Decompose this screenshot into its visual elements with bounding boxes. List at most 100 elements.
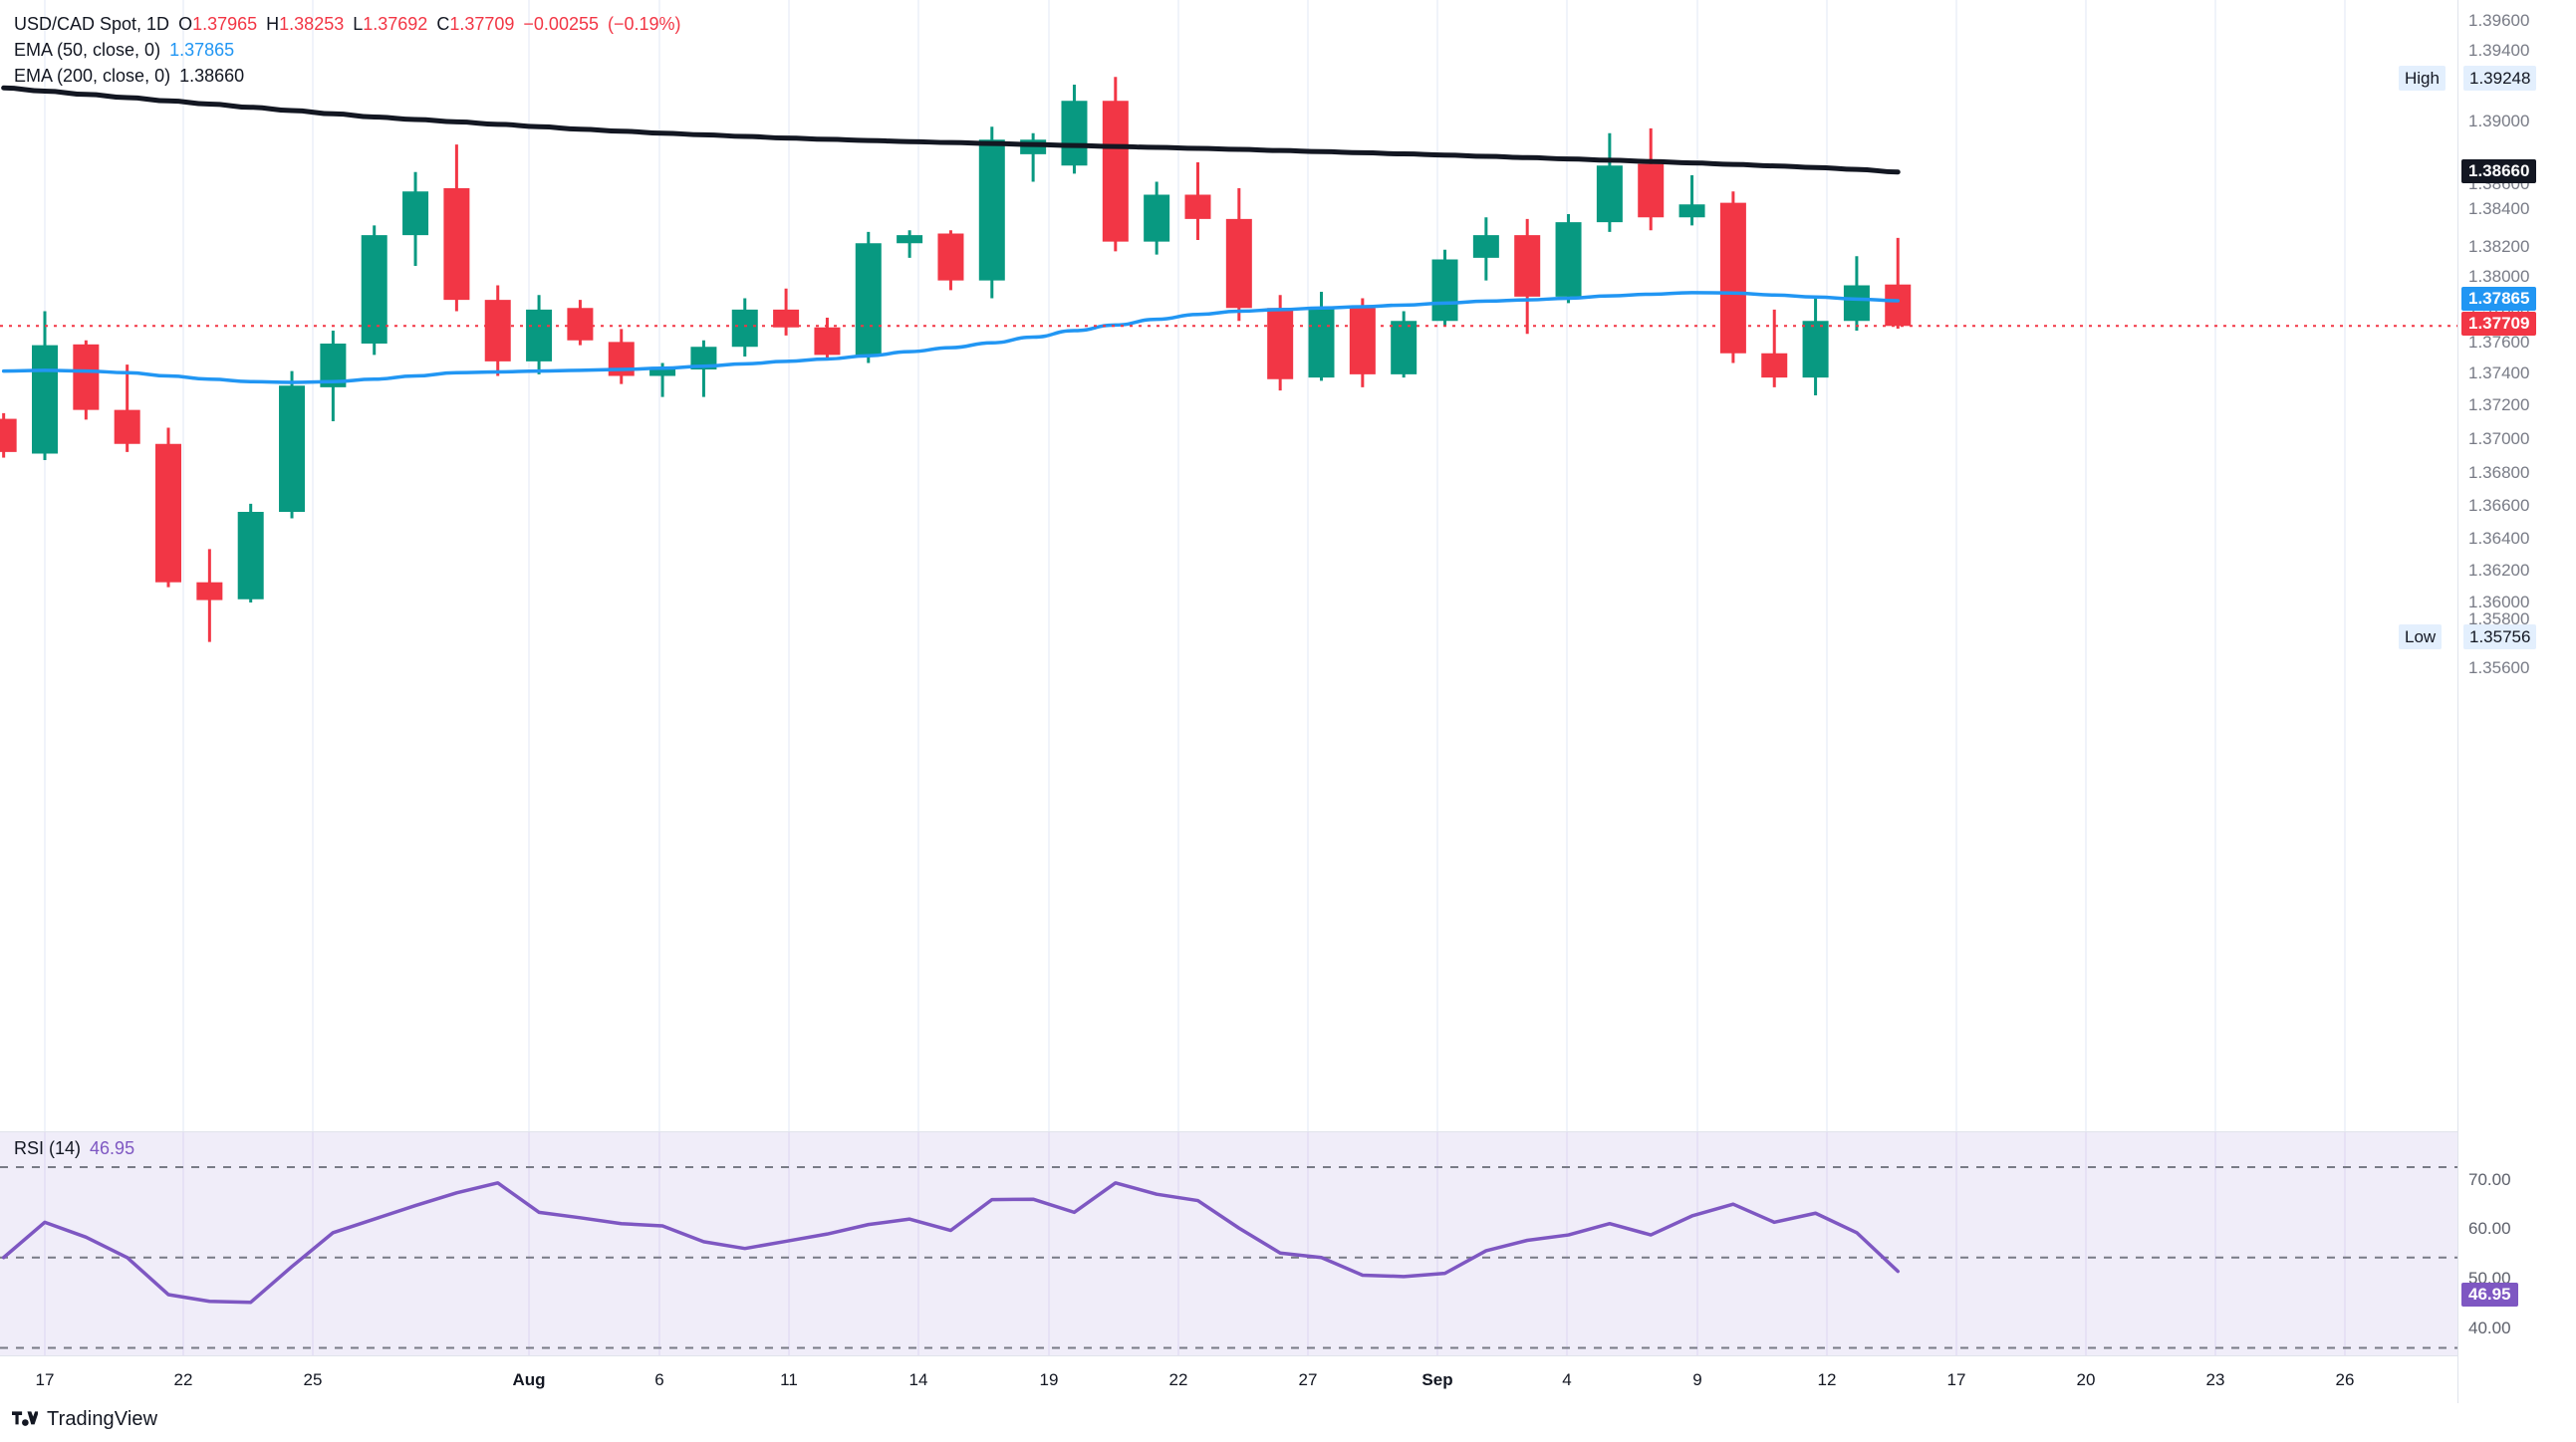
candlestick-series[interactable] [0,77,1912,642]
time-axis-tick: Sep [1421,1370,1453,1389]
candle-body [1638,163,1665,218]
rsi-line[interactable] [1,1181,1900,1305]
price-axis[interactable]: 1.396001.394001.392001.390001.388001.386… [2399,0,2576,1355]
candle-body [649,369,676,376]
price-axis-tick: 1.35600 [2468,658,2530,677]
candle-body [237,512,264,600]
price-chart-pane[interactable] [0,0,2457,1131]
candle-body [690,347,717,369]
time-axis-tick: 17 [1946,1370,1966,1389]
candle-body [937,233,964,281]
candle-body [1885,284,1912,327]
candle-body [1391,321,1417,374]
ema200-price-tag[interactable]: 1.38660 [2461,159,2537,183]
tradingview-branding[interactable]: TradingView [12,1408,157,1431]
candle-body [1719,202,1746,354]
candle-body [1184,194,1211,219]
rsi-axis-tick: 50.00 [2468,1269,2511,1288]
ema200-line[interactable] [1,85,1901,175]
candle-body [855,243,882,356]
candle-body [978,139,1005,281]
candle-body [402,191,429,236]
rsi-legend-title: RSI (14) [14,1138,82,1158]
candle-body [1472,235,1499,258]
time-axis-tick: 25 [303,1370,323,1389]
candle-body [0,418,17,452]
candle-body [1061,101,1088,166]
candle-body [114,409,140,444]
price-axis-tick: 1.36000 [2468,593,2530,611]
candle-body [484,300,511,361]
axis-corner[interactable] [2457,1355,2576,1403]
high-price-badge: 1.39248 [2463,66,2537,91]
time-axis-tick: 14 [908,1370,928,1389]
candle-body [1267,308,1294,379]
price-axis-tick: 1.36200 [2468,561,2530,580]
price-axis-tick: 1.38400 [2468,199,2530,218]
candle-body [897,235,923,244]
tradingview-wordmark: TradingView [47,1408,158,1430]
time-axis-tick: 11 [780,1370,798,1389]
time-axis-tick: 26 [2335,1370,2355,1389]
time-axis-tick: 22 [1168,1370,1188,1389]
candle-body [773,309,800,328]
price-chart-canvas[interactable] [0,0,2457,1131]
rsi-legend-value: 46.95 [90,1138,135,1158]
price-axis-tick: 1.37400 [2468,363,2530,382]
price-axis-tick: 1.39400 [2468,41,2530,60]
high-label: High [2399,66,2446,91]
time-axis-tick: 19 [1039,1370,1059,1389]
ema50-line[interactable] [1,291,1900,384]
rsi-gridlines [44,1132,2346,1355]
candle-body [1514,235,1541,297]
rsi-axis-tick: 40.00 [2468,1319,2511,1337]
candle-body [1843,285,1870,322]
candle-body [1349,308,1376,374]
candle-body [731,309,758,348]
candle-body [443,188,470,301]
candle-body [73,344,100,410]
candle-body [1431,259,1458,322]
ema50-price-tag[interactable]: 1.37865 [2461,287,2537,311]
price-axis-tick: 1.36400 [2468,529,2530,548]
rsi-axis[interactable]: 70.00 60.00 50.00 40.00 46.95 [2457,1132,2576,1355]
price-axis-tick: 1.38000 [2468,267,2530,286]
rsi-axis-tick: 60.00 [2468,1219,2511,1238]
rsi-chart-canvas[interactable] [0,1132,2457,1355]
time-axis-tick: 27 [1298,1370,1318,1389]
candle-body [1225,218,1252,309]
time-axis-tick: 20 [2076,1370,2096,1389]
candle-body [361,235,387,344]
candle-body [1144,194,1170,242]
price-axis-tick: 1.35800 [2468,609,2530,628]
price-gridlines [44,0,2346,1131]
time-axis-tick: 22 [173,1370,193,1389]
price-axis-tick: 1.39600 [2468,11,2530,30]
candle-body [1308,308,1335,378]
candle-body [1761,353,1788,378]
last-price-tag[interactable]: 1.37709 [2461,312,2537,336]
time-axis[interactable]: 172225Aug61114192227Sep49121720232629 [0,1355,2576,1403]
price-axis-tick: 1.37000 [2468,429,2530,448]
price-axis-tick: 1.38200 [2468,237,2530,256]
rsi-value-tag[interactable]: 46.95 [2461,1283,2518,1307]
low-price-badge: 1.35756 [2463,624,2537,649]
price-axis-tick: 1.37200 [2468,395,2530,414]
price-axis-tick: 1.36600 [2468,496,2530,515]
time-axis-tick: 17 [35,1370,55,1389]
candle-body [155,443,182,583]
low-label: Low [2399,624,2443,649]
time-axis-tick: 4 [1562,1370,1572,1389]
rsi-legend[interactable]: RSI (14) 46.95 [14,1136,134,1160]
rsi-axis-tick: 70.00 [2468,1170,2511,1189]
candle-body [1678,204,1705,218]
rsi-indicator-pane[interactable]: RSI (14) 46.95 [0,1132,2457,1355]
time-axis-tick: 6 [654,1370,664,1389]
candle-body [1596,165,1623,223]
pane-separator[interactable] [0,1131,2457,1132]
price-axis-tick: 1.39000 [2468,112,2530,130]
price-axis-tick: 1.37600 [2468,333,2530,352]
candle-body [814,327,841,356]
candle-body [1102,101,1129,242]
time-axis-tick: 23 [2205,1370,2225,1389]
